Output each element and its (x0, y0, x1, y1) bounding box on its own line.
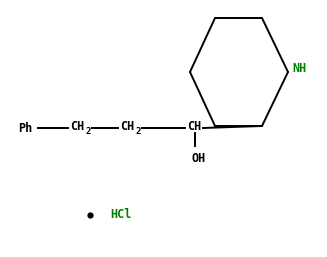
Text: CH: CH (70, 121, 84, 133)
Text: HCl: HCl (110, 208, 131, 222)
Text: Ph: Ph (18, 122, 32, 134)
Text: CH: CH (187, 121, 201, 133)
Text: 2: 2 (85, 127, 90, 136)
Text: 2: 2 (135, 127, 140, 136)
Text: OH: OH (191, 152, 205, 165)
Text: CH: CH (120, 121, 134, 133)
Text: NH: NH (292, 61, 306, 75)
